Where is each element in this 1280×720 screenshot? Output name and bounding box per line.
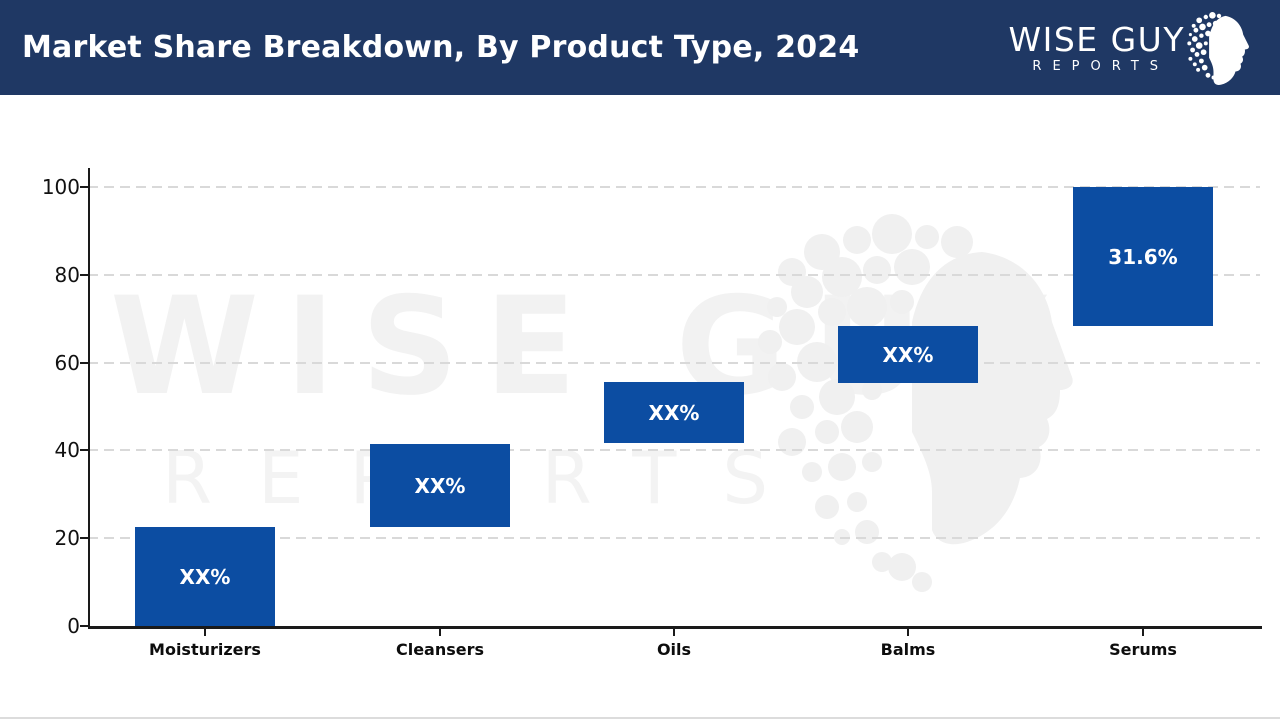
y-tick-80 xyxy=(80,273,88,276)
gridline-40 xyxy=(88,449,1260,452)
y-tick-label: 60 xyxy=(54,350,80,375)
y-tick-label: 20 xyxy=(54,526,80,551)
bar-oils: XX% xyxy=(604,382,744,443)
brand-logo: WISE GUY REPORTS xyxy=(1008,8,1252,88)
y-tick-20 xyxy=(80,537,88,540)
x-axis-line xyxy=(88,626,1262,629)
x-category-label: Serums xyxy=(1109,640,1177,659)
x-tick-cleansers xyxy=(439,628,441,636)
x-tick-serums xyxy=(1142,628,1144,636)
x-category-label: Moisturizers xyxy=(149,640,261,659)
brand-subname: REPORTS xyxy=(1032,58,1170,74)
gridline-20 xyxy=(88,537,1260,540)
bar-value-label: 31.6% xyxy=(1108,244,1178,269)
y-axis-line xyxy=(88,168,90,628)
brand-name: WISE GUY xyxy=(1008,19,1185,59)
page-title: Market Share Breakdown, By Product Type,… xyxy=(22,30,860,65)
bar-cleansers: XX% xyxy=(370,444,510,527)
bar-value-label: XX% xyxy=(882,342,934,367)
x-category-label: Cleansers xyxy=(395,640,485,659)
header-bar: Market Share Breakdown, By Product Type,… xyxy=(0,0,1280,95)
y-tick-0 xyxy=(80,625,88,627)
gridline-60 xyxy=(88,361,1260,364)
gridline-100 xyxy=(88,186,1260,188)
x-category-label: Balms xyxy=(880,640,936,659)
x-tick-moisturizers xyxy=(204,628,206,636)
y-tick-label: 80 xyxy=(54,262,80,287)
x-tick-balms xyxy=(907,628,909,636)
y-tick-label: 100 xyxy=(41,175,80,199)
brand-logo-text: WISE GUY REPORTS xyxy=(1008,19,1185,74)
gridline-80 xyxy=(88,273,1260,276)
x-category-label: Oils xyxy=(656,640,692,659)
bar-moisturizers: XX% xyxy=(135,527,275,626)
y-tick-40 xyxy=(80,449,88,452)
bar-balms: XX% xyxy=(838,326,978,383)
y-tick-label: 40 xyxy=(54,438,80,463)
bar-value-label: XX% xyxy=(648,400,700,425)
x-tick-oils xyxy=(673,628,675,636)
bar-serums: 31.6% xyxy=(1073,187,1213,326)
y-tick-60 xyxy=(80,361,88,364)
brand-head-icon xyxy=(1187,11,1249,85)
bar-value-label: XX% xyxy=(414,473,466,498)
bar-value-label: XX% xyxy=(179,564,231,589)
bottom-border xyxy=(0,717,1280,719)
y-tick-100 xyxy=(80,186,88,188)
y-tick-label: 0 xyxy=(67,614,80,638)
